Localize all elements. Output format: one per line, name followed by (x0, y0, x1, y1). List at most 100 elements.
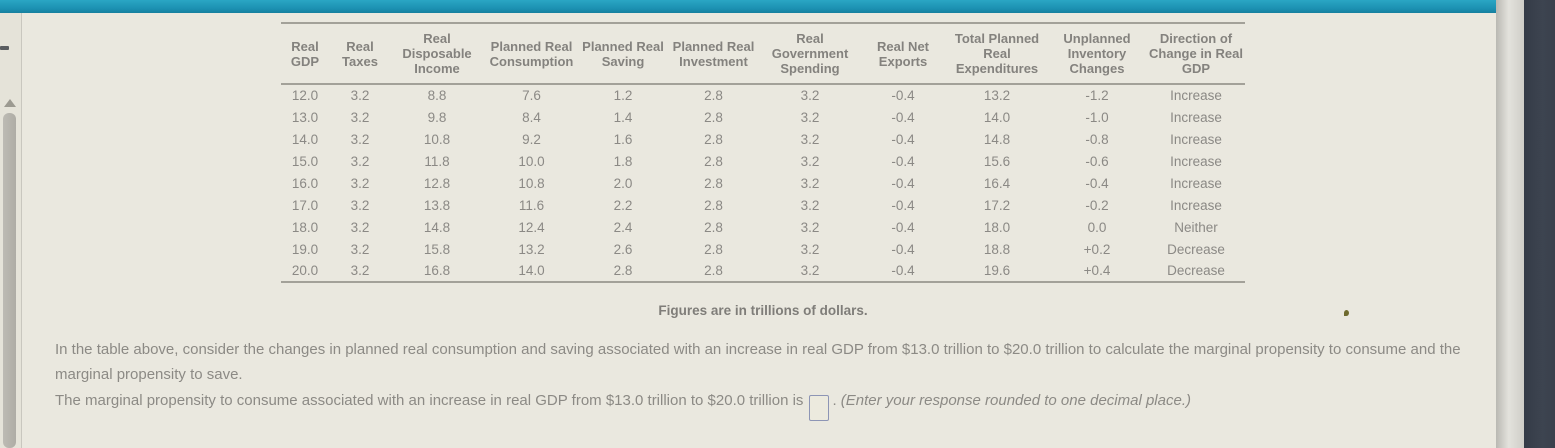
table-cell: 2.8 (704, 88, 723, 103)
table-row: 19.0 3.2 15.8 13.2 2.6 2.8 3.2 -0.4 18.8 +0.2 Decr… (281, 238, 1245, 260)
table-cell: 3.2 (329, 260, 391, 283)
table-cell: 15.6 (983, 153, 1011, 169)
question-line: The marginal propensity to consume assoc… (55, 392, 1479, 421)
table-cell: 2.6 (613, 241, 633, 257)
table-cell: 2.8 (704, 197, 723, 213)
table-cell: 2.4 (613, 219, 633, 235)
table-cell: 14.0 (983, 109, 1011, 125)
table-cell: -0.4 (891, 153, 915, 169)
table-cell: 8.4 (522, 109, 541, 125)
column-header: Real Net Exports (859, 22, 947, 85)
column-header: Real Government Spending (761, 22, 859, 85)
table-cell: 2.2 (613, 197, 633, 213)
table-cell: 12.8 (423, 175, 451, 191)
table-cell: 16.4 (983, 175, 1011, 191)
table-cell: 3.2 (350, 153, 370, 169)
table-cell: 18.0 (983, 219, 1011, 235)
table-cell: 3.2 (350, 88, 370, 103)
table-cell: Increase (1170, 88, 1222, 103)
table-cell: 3.2 (800, 131, 820, 147)
table-cell: 2.8 (704, 109, 723, 125)
table-cell: Decrease (1167, 241, 1225, 257)
table-cell: 3.2 (800, 241, 820, 257)
table-row: 17.0 3.2 13.8 11.6 2.2 2.8 3.2 -0.4 17.2 -0.2 Incr… (281, 194, 1245, 216)
table-cell: 17.0 (291, 197, 319, 213)
table-cell: 1.4 (613, 109, 633, 125)
table-cell: 18.0 (291, 219, 319, 235)
table-cell: 16.8 (391, 260, 483, 283)
table-row: 16.0 3.2 12.8 10.8 2.0 2.8 3.2 -0.4 16.4 -0.4 Incr… (281, 172, 1245, 194)
table-caption: Figures are in trillions of dollars. (658, 303, 868, 318)
table-cell: +0.4 (1047, 260, 1147, 283)
table-row: 14.0 3.2 10.8 9.2 1.6 2.8 3.2 -0.4 14.8 -0.8 Incre… (281, 128, 1245, 150)
right-scrollbar-track[interactable] (1496, 0, 1524, 448)
column-header: Real Taxes (329, 22, 391, 85)
table-cell: 17.2 (983, 197, 1011, 213)
table-row: 20.0 3.2 16.8 14.0 2.8 2.8 3.2 -0.4 19.6 +0.4 Decr… (281, 260, 1245, 283)
scrollbar-thumb[interactable] (3, 113, 16, 448)
column-header: Real Disposable Income (391, 22, 483, 85)
table-cell: Increase (1170, 109, 1222, 125)
table-cell: 3.2 (761, 260, 859, 283)
table-cell: 3.2 (800, 175, 820, 191)
table-row: 18.0 3.2 14.8 12.4 2.4 2.8 3.2 -0.4 18.0 0.0 Neith… (281, 216, 1245, 238)
table-cell: -0.4 (891, 131, 915, 147)
response-hint: (Enter your response rounded to one deci… (840, 392, 1191, 409)
table-cell: 2.8 (666, 260, 761, 283)
table-cell: 1.8 (613, 153, 633, 169)
table-cell: 3.2 (350, 197, 370, 213)
scroll-up-icon[interactable] (4, 99, 16, 107)
column-header: Planned Real Consumption (483, 22, 580, 85)
table-cell: 12.4 (518, 219, 545, 235)
table-cell: -0.4 (891, 109, 915, 125)
table-cell: 3.2 (800, 88, 820, 103)
question-prefix: The marginal propensity to consume assoc… (55, 392, 804, 409)
expenditure-table: Real GDP Real Taxes Real Disposable Income… (281, 22, 1245, 283)
column-header: Direction of Change in Real GDP (1147, 22, 1245, 85)
table-row: 13.0 3.2 9.8 8.4 1.4 2.8 3.2 -0.4 14.0 -1.0 Increa… (281, 106, 1245, 128)
table-cell: 2.0 (613, 175, 633, 191)
table-cell: Increase (1170, 153, 1222, 169)
instruction-paragraph: In the table above, consider the changes… (55, 341, 1461, 383)
table-cell: 3.2 (800, 109, 820, 125)
table-cell: 14.0 (291, 131, 319, 147)
table-cell: 13.0 (291, 109, 319, 125)
table-cell: 1.2 (613, 88, 633, 103)
table-cell: 19.6 (947, 260, 1047, 283)
column-header: Real GDP (281, 22, 329, 85)
table-cell: 2.8 (704, 175, 723, 191)
table-cell: -1.0 (1085, 109, 1109, 125)
table-cell: 11.8 (424, 153, 450, 169)
desktop-dark-edge (1524, 0, 1555, 448)
answer-input[interactable] (809, 395, 830, 421)
column-header: Unplanned Inventory Changes (1047, 22, 1147, 85)
table-cell: 11.6 (518, 197, 545, 213)
table-cell: Increase (1170, 197, 1222, 213)
table-cell: 3.2 (800, 197, 820, 213)
table-cell: 3.2 (800, 219, 820, 235)
table-cell: 2.8 (704, 219, 723, 235)
table-cell: -0.2 (1085, 197, 1109, 213)
table-cell: -0.6 (1085, 153, 1109, 169)
table-cell: 15.0 (291, 153, 319, 169)
table-cell: 14.8 (423, 219, 451, 235)
table-cell: -0.8 (1085, 131, 1109, 147)
table-cell: 7.6 (522, 88, 541, 103)
table-cell: 2.8 (704, 241, 723, 257)
table-cell: 3.2 (350, 175, 370, 191)
table-cell: -1.2 (1085, 88, 1109, 103)
table-cell: 14.0 (483, 260, 580, 283)
table-cell: 13.8 (423, 197, 451, 213)
table-cell: 2.8 (704, 131, 723, 147)
table-cell: 2.8 (580, 260, 666, 283)
table-cell: -0.4 (1085, 175, 1109, 191)
table-cell: 8.8 (427, 88, 447, 103)
table-cell: 3.2 (350, 241, 370, 257)
table-cell: 13.2 (518, 241, 545, 257)
table-cell: 18.8 (983, 241, 1011, 257)
table-cell: 10.8 (423, 131, 451, 147)
table-cell: 3.2 (350, 131, 370, 147)
question-period: . (832, 392, 837, 409)
top-accent-bar (0, 0, 1498, 13)
table-cell: 14.8 (983, 131, 1011, 147)
